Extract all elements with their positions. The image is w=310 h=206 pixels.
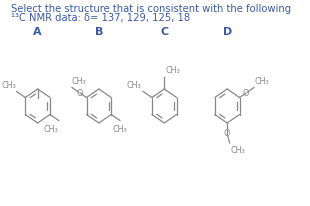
Text: B: B	[95, 27, 103, 37]
Text: CH₃: CH₃	[255, 76, 270, 85]
Text: C: C	[160, 27, 168, 37]
Text: CH₃: CH₃	[1, 80, 16, 89]
Text: O: O	[77, 89, 83, 98]
Text: CH₃: CH₃	[72, 76, 87, 85]
Text: CH₃: CH₃	[127, 80, 142, 89]
Text: D: D	[223, 27, 232, 37]
Text: O: O	[224, 128, 230, 137]
Text: A: A	[33, 27, 42, 37]
Text: O: O	[243, 89, 249, 98]
Text: CH₃: CH₃	[113, 124, 127, 133]
Text: CH₃: CH₃	[43, 124, 58, 133]
Text: CH₃: CH₃	[166, 66, 181, 75]
Text: Select the structure that is consistent with the following: Select the structure that is consistent …	[11, 4, 291, 14]
Text: ¹³C NMR data: δ= 137, 129, 125, 18: ¹³C NMR data: δ= 137, 129, 125, 18	[11, 13, 190, 23]
Text: CH₃: CH₃	[231, 145, 245, 154]
